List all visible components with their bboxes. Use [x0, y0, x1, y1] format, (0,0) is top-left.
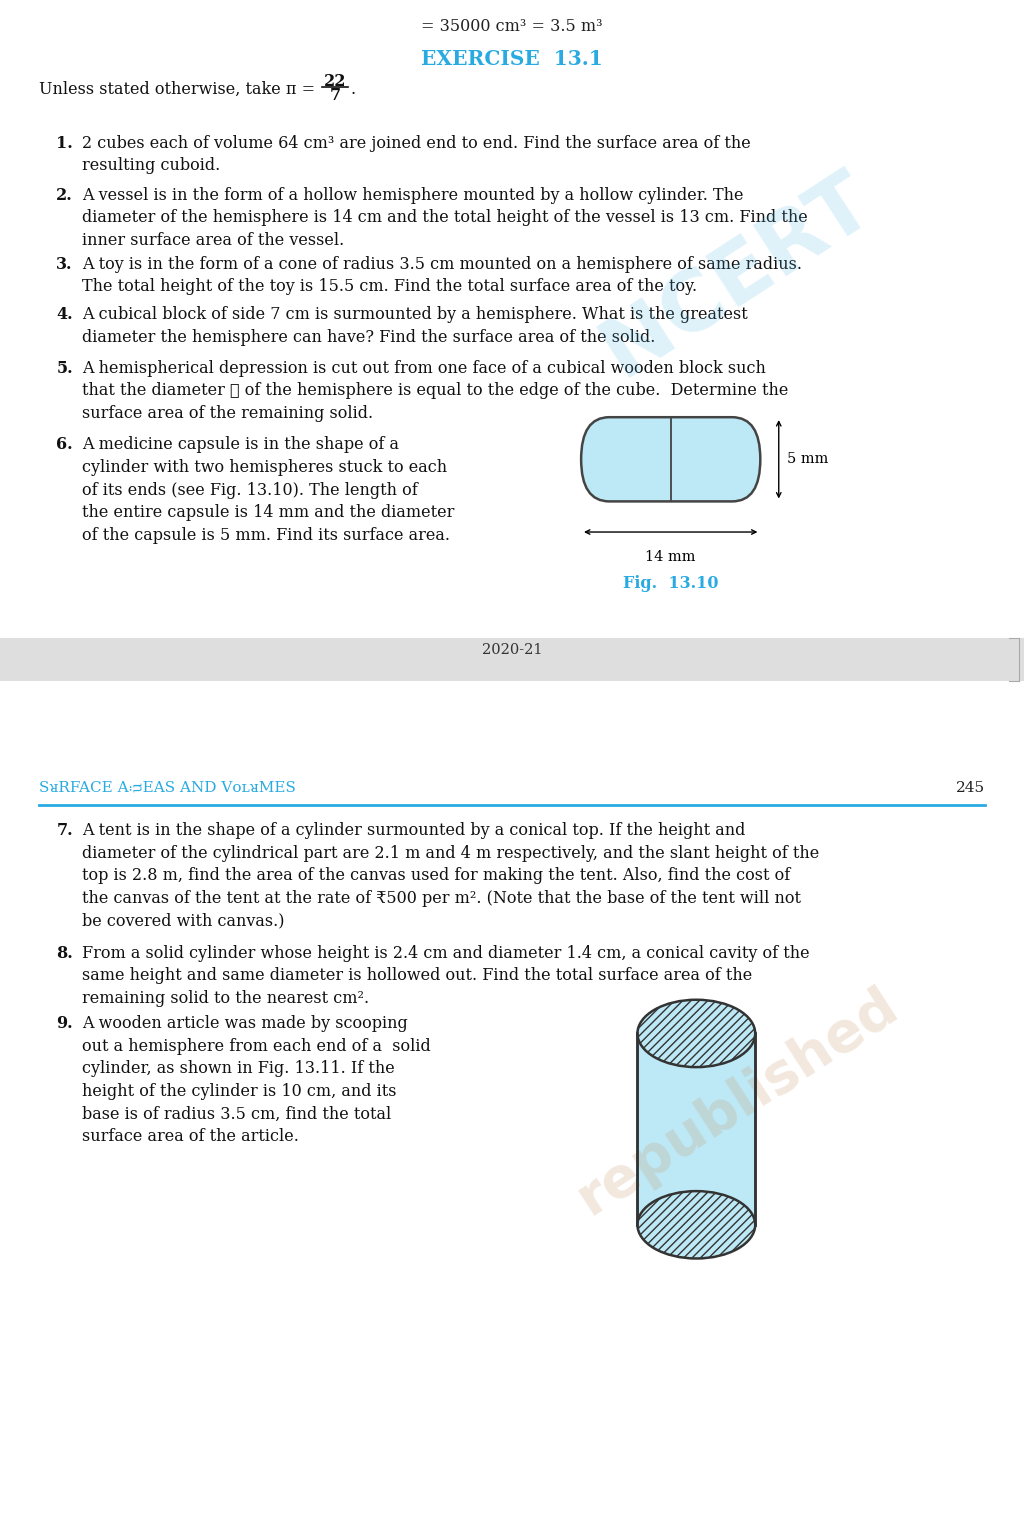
Ellipse shape	[637, 1191, 756, 1258]
Text: SᴚRFACE AᴞEAS AND VᴏʟᴚMES: SᴚRFACE AᴞEAS AND VᴏʟᴚMES	[39, 781, 296, 795]
Text: diameter of the cylindrical part are 2.1 m and 4 m respectively, and the slant h: diameter of the cylindrical part are 2.1…	[82, 845, 819, 862]
Text: 3.: 3.	[56, 256, 73, 273]
Text: 9.: 9.	[56, 1015, 73, 1032]
Text: diameter the hemisphere can have? Find the surface area of the solid.: diameter the hemisphere can have? Find t…	[82, 329, 655, 346]
Text: A toy is in the form of a cone of radius 3.5 cm mounted on a hemisphere of same : A toy is in the form of a cone of radius…	[82, 256, 802, 273]
Text: surface area of the remaining solid.: surface area of the remaining solid.	[82, 406, 373, 423]
Text: of the capsule is 5 mm. Find its surface area.: of the capsule is 5 mm. Find its surface…	[82, 527, 450, 544]
Text: cylinder, as shown in Fig. 13.11. If the: cylinder, as shown in Fig. 13.11. If the	[82, 1061, 394, 1078]
Text: height of the cylinder is 10 cm, and its: height of the cylinder is 10 cm, and its	[82, 1082, 396, 1101]
Text: From a solid cylinder whose height is 2.4 cm and diameter 1.4 cm, a conical cavi: From a solid cylinder whose height is 2.…	[82, 945, 810, 961]
Text: 5 mm: 5 mm	[787, 452, 828, 467]
Text: Fig.  13.10: Fig. 13.10	[623, 576, 719, 592]
Ellipse shape	[637, 1000, 756, 1067]
Text: base is of radius 3.5 cm, find the total: base is of radius 3.5 cm, find the total	[82, 1105, 391, 1122]
Text: that the diameter ℓ of the hemisphere is equal to the edge of the cube.  Determi: that the diameter ℓ of the hemisphere is…	[82, 383, 788, 400]
Text: remaining solid to the nearest cm².: remaining solid to the nearest cm².	[82, 991, 369, 1007]
Text: 8.: 8.	[56, 945, 73, 961]
Text: The total height of the toy is 15.5 cm. Find the total surface area of the toy.: The total height of the toy is 15.5 cm. …	[82, 279, 697, 295]
Text: resulting cuboid.: resulting cuboid.	[82, 158, 220, 175]
Text: the canvas of the tent at the rate of ₹500 per m². (Note that the base of the te: the canvas of the tent at the rate of ₹5…	[82, 890, 801, 908]
Text: 2.: 2.	[56, 187, 73, 204]
Text: EXERCISE  13.1: EXERCISE 13.1	[421, 49, 603, 69]
Text: A vessel is in the form of a hollow hemisphere mounted by a hollow cylinder. The: A vessel is in the form of a hollow hemi…	[82, 187, 743, 204]
Text: 1.: 1.	[56, 135, 73, 152]
Text: inner surface area of the vessel.: inner surface area of the vessel.	[82, 233, 344, 250]
FancyBboxPatch shape	[582, 416, 760, 501]
Text: 6.: 6.	[56, 436, 73, 453]
Text: A cubical block of side 7 cm is surmounted by a hemisphere. What is the greatest: A cubical block of side 7 cm is surmount…	[82, 306, 748, 323]
Text: republished: republished	[566, 978, 908, 1226]
Text: 7: 7	[330, 87, 340, 104]
Text: Unless stated otherwise, take π =: Unless stated otherwise, take π =	[39, 81, 321, 98]
Text: A hemispherical depression is cut out from one face of a cubical wooden block su: A hemispherical depression is cut out fr…	[82, 360, 766, 377]
Text: 4.: 4.	[56, 306, 73, 323]
Text: NCERT: NCERT	[588, 159, 887, 392]
Text: top is 2.8 m, find the area of the canvas used for making the tent. Also, find t: top is 2.8 m, find the area of the canva…	[82, 868, 791, 885]
Text: of its ends (see Fig. 13.10). The length of: of its ends (see Fig. 13.10). The length…	[82, 482, 418, 499]
Text: 7.: 7.	[56, 822, 73, 839]
Text: diameter of the hemisphere is 14 cm and the total height of the vessel is 13 cm.: diameter of the hemisphere is 14 cm and …	[82, 210, 808, 227]
Bar	[637, 1033, 756, 1225]
Text: 22: 22	[324, 73, 346, 90]
Text: .: .	[350, 81, 355, 98]
Text: 2 cubes each of volume 64 cm³ are joined end to end. Find the surface area of th: 2 cubes each of volume 64 cm³ are joined…	[82, 135, 751, 152]
Text: 14 mm: 14 mm	[645, 551, 696, 565]
Text: = 35000 cm³ = 3.5 m³: = 35000 cm³ = 3.5 m³	[421, 18, 603, 35]
Text: surface area of the article.: surface area of the article.	[82, 1128, 299, 1145]
Text: cylinder with two hemispheres stuck to each: cylinder with two hemispheres stuck to e…	[82, 459, 447, 476]
Bar	[0, 638, 1024, 681]
Text: 5.: 5.	[56, 360, 73, 377]
Text: 245: 245	[956, 781, 985, 795]
Text: A medicine capsule is in the shape of a: A medicine capsule is in the shape of a	[82, 436, 399, 453]
Text: be covered with canvas.): be covered with canvas.)	[82, 912, 285, 929]
Text: same height and same diameter is hollowed out. Find the total surface area of th: same height and same diameter is hollowe…	[82, 968, 753, 984]
Text: A wooden article was made by scooping: A wooden article was made by scooping	[82, 1015, 408, 1032]
Text: out a hemisphere from each end of a  solid: out a hemisphere from each end of a soli…	[82, 1038, 431, 1055]
Text: the entire capsule is 14 mm and the diameter: the entire capsule is 14 mm and the diam…	[82, 504, 455, 522]
Text: A tent is in the shape of a cylinder surmounted by a conical top. If the height : A tent is in the shape of a cylinder sur…	[82, 822, 745, 839]
Text: 2020-21: 2020-21	[481, 643, 543, 657]
